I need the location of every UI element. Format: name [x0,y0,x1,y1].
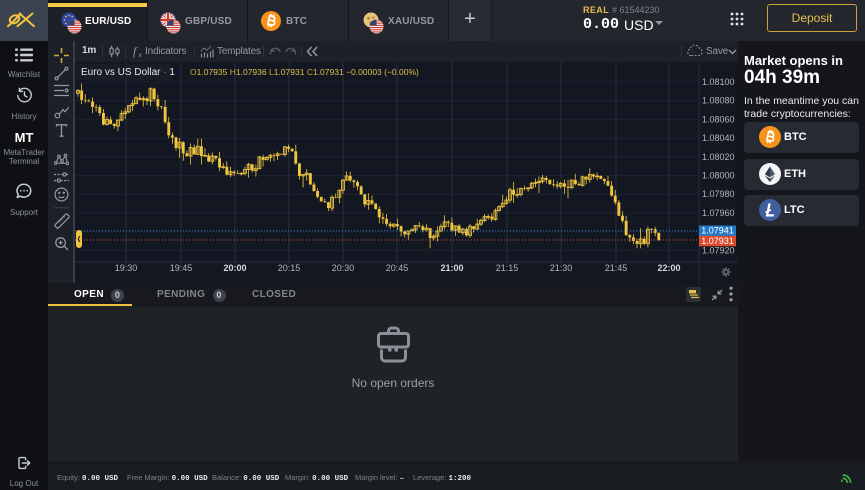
svg-text:19:45: 19:45 [170,263,193,273]
svg-text:21:45: 21:45 [605,263,628,273]
svg-text:1.08020: 1.08020 [702,152,735,162]
svg-text:1.07941: 1.07941 [701,226,734,236]
svg-text:20:15: 20:15 [278,263,301,273]
svg-text:21:30: 21:30 [550,263,573,273]
svg-text:21:15: 21:15 [496,263,519,273]
svg-text:1.08100: 1.08100 [702,77,735,87]
svg-text:Euro vs US Dollar · 1: Euro vs US Dollar · 1 [81,67,175,78]
svg-text:20:30: 20:30 [332,263,355,273]
svg-text:O1.07935 H1.07936 L1.07931 C1.: O1.07935 H1.07936 L1.07931 C1.07931 −0.0… [190,67,419,77]
svg-text:1.08000: 1.08000 [702,171,735,181]
svg-text:21:00: 21:00 [440,263,463,273]
svg-text:1.07920: 1.07920 [702,245,735,255]
svg-text:x: x [139,52,143,58]
svg-text:22:00: 22:00 [657,263,680,273]
svg-text:20:00: 20:00 [223,263,246,273]
svg-text:1.07960: 1.07960 [702,208,735,218]
svg-text:1.07931: 1.07931 [701,236,734,246]
svg-text:1.08040: 1.08040 [702,133,735,143]
svg-text:1.07980: 1.07980 [702,189,735,199]
svg-text:19:30: 19:30 [115,263,138,273]
svg-text:1.08060: 1.08060 [702,114,735,124]
svg-text:1.08080: 1.08080 [702,96,735,106]
svg-text:f: f [133,44,138,58]
svg-text:20:45: 20:45 [386,263,409,273]
